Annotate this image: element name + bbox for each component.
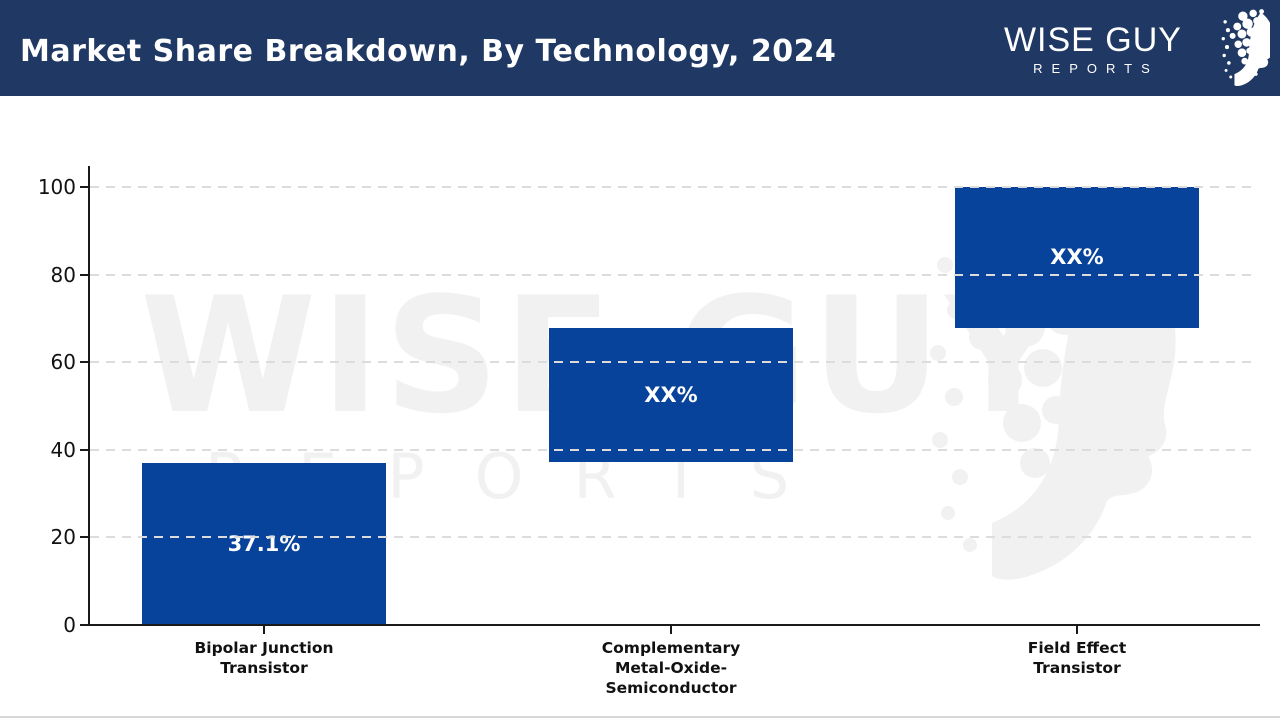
header-bar: Market Share Breakdown, By Technology, 2…	[0, 0, 1280, 96]
category-label-line: Bipolar Junction	[194, 639, 334, 657]
y-axis-tick	[80, 536, 88, 539]
logo-wordmark: WISE GUY REPORTS	[1004, 21, 1182, 76]
gridline	[90, 273, 1256, 276]
logo-wordmark-sub: REPORTS	[1033, 60, 1159, 76]
logo-wordmark-main: WISE GUY	[1003, 20, 1182, 59]
y-axis-tick	[80, 624, 88, 626]
bottom-divider	[0, 716, 1280, 718]
bar-value-label: XX%	[1050, 245, 1104, 270]
y-axis-tick	[80, 186, 88, 188]
x-axis-tick	[670, 626, 672, 634]
bar-value-label: 37.1%	[227, 531, 301, 556]
y-axis-tick	[80, 361, 88, 364]
y-axis-tick	[80, 273, 88, 276]
y-tick-label: 60	[50, 350, 76, 375]
y-tick-label: 40	[50, 437, 76, 462]
y-tick-label: 0	[63, 613, 76, 637]
y-tick-label: 20	[50, 525, 76, 550]
page-title: Market Share Breakdown, By Technology, 2…	[20, 34, 837, 69]
category-label: Complementary Metal-Oxide- Semiconductor	[521, 638, 821, 698]
gridline	[90, 536, 1256, 539]
y-tick-label: 80	[50, 262, 76, 287]
gridline	[90, 361, 1256, 364]
category-label: Bipolar Junction Transistor	[114, 638, 414, 678]
y-tick-label: 100	[37, 175, 76, 199]
y-axis-line	[88, 166, 90, 626]
y-axis-tick	[80, 448, 88, 451]
category-label-line: Semiconductor	[605, 679, 737, 697]
category-label-line: Transistor	[220, 659, 308, 677]
gridline	[90, 448, 1256, 451]
x-axis-tick	[263, 626, 265, 634]
wise-guy-logo: WISE GUY REPORTS	[1004, 4, 1270, 92]
bar-segment: 37.1%	[142, 462, 386, 625]
category-label-line: Field Effect	[1027, 639, 1127, 657]
x-axis-line	[88, 624, 1260, 626]
category-label-line: Complementary	[601, 639, 741, 657]
bar-segment: XX%	[955, 187, 1199, 328]
bar-segment: XX%	[549, 327, 793, 463]
x-axis-tick	[1076, 626, 1078, 634]
bar-value-label: XX%	[644, 383, 698, 408]
category-label: Field Effect Transistor	[927, 638, 1227, 678]
category-label-line: Transistor	[1033, 659, 1121, 677]
category-label-line: Metal-Oxide-	[614, 659, 728, 677]
gridline	[90, 186, 1256, 188]
logo-face-icon	[1221, 9, 1270, 87]
